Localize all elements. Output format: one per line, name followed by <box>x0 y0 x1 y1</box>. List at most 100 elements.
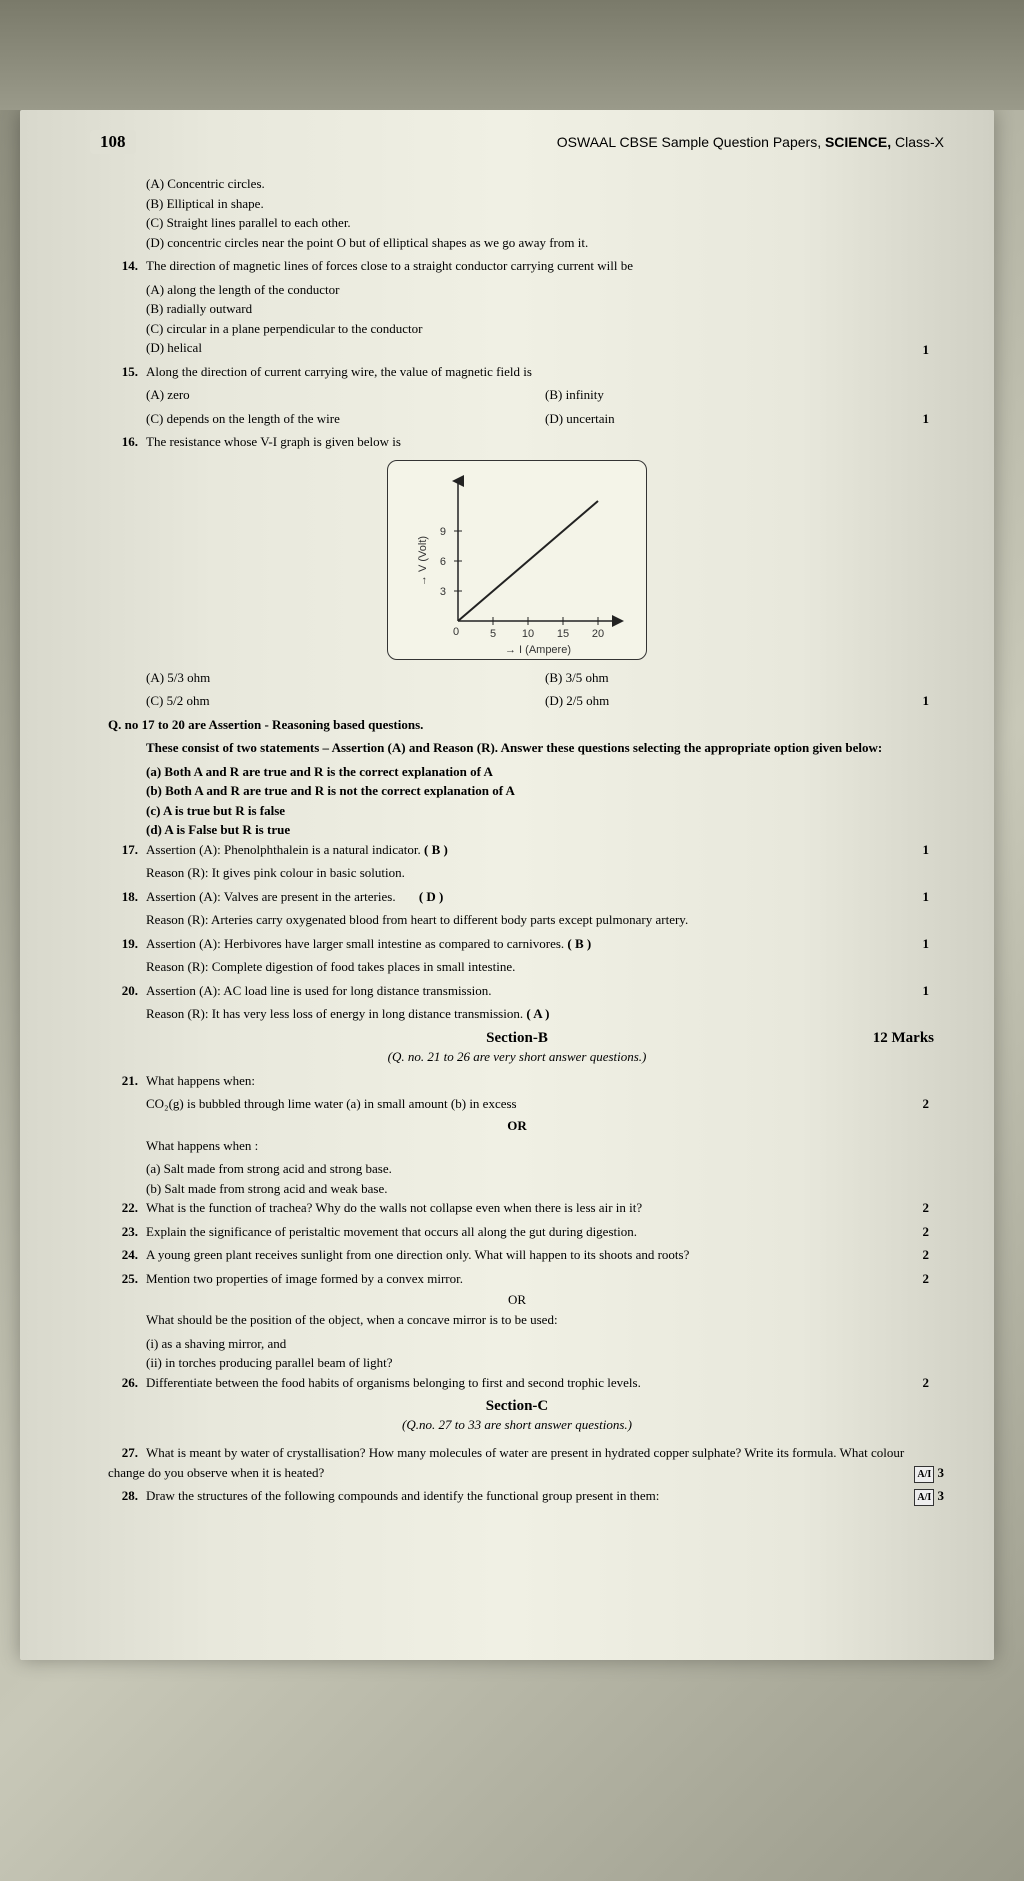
q28-badge: A/I <box>914 1489 934 1506</box>
q14-a: (A) along the length of the conductor <box>146 280 944 300</box>
q17-r: Reason (R): It gives pink colour in basi… <box>90 863 944 883</box>
q20-marks: 1 <box>923 981 930 1001</box>
q17-num: 17. <box>108 840 138 860</box>
section-b-title: Section-B <box>90 1030 944 1047</box>
section-b-sub: (Q. no. 21 to 26 are very short answer q… <box>90 1049 944 1065</box>
q26-marks: 2 <box>923 1373 930 1393</box>
q18-marks: 1 <box>923 887 930 907</box>
q26: 26. Differentiate between the food habits… <box>90 1373 944 1393</box>
q27-num: 27. <box>108 1443 138 1463</box>
q19-r: Reason (R): Complete digestion of food t… <box>90 957 944 977</box>
q18-r: Reason (R): Arteries carry oxygenated bl… <box>90 910 944 930</box>
header-pre: OSWAAL CBSE Sample Question Papers, <box>557 134 825 150</box>
header-suffix: Class-X <box>895 134 944 150</box>
ar-c: (c) A is true but R is false <box>146 801 944 821</box>
header: 108 OSWAAL CBSE Sample Question Papers, … <box>90 130 944 154</box>
q14: 14. The direction of magnetic lines of fo… <box>90 256 944 276</box>
q25-alta: (i) as a shaving mirror, and <box>146 1334 944 1354</box>
pre-options: (A) Concentric circles. (B) Elliptical i… <box>90 174 944 252</box>
svg-text:6: 6 <box>440 556 446 568</box>
q16-marks: 1 <box>923 691 930 711</box>
q14-b: (B) radially outward <box>146 299 944 319</box>
q27-badge: A/I <box>914 1466 934 1483</box>
q28: 28. Draw the structures of the following … <box>90 1486 944 1506</box>
q20-r-line: Reason (R): It has very less loss of ene… <box>90 1004 944 1024</box>
q17-marks: 1 <box>923 840 930 860</box>
q17-a: Assertion (A): Phenolphthalein is a natu… <box>146 842 421 857</box>
q16-text: The resistance whose V-I graph is given … <box>146 434 401 449</box>
q16: 16.The resistance whose V-I graph is giv… <box>90 432 944 452</box>
q22-num: 22. <box>108 1198 138 1218</box>
q15-row1: (A) zero (B) infinity <box>90 385 944 405</box>
q19: 19.Assertion (A): Herbivores have larger… <box>90 934 944 954</box>
q21-or: OR <box>90 1118 944 1134</box>
q28-num: 28. <box>108 1486 138 1506</box>
q16-a: (A) 5/3 ohm <box>146 668 545 688</box>
q21-alt-opts: (a) Salt made from strong acid and stron… <box>90 1159 944 1198</box>
q15-c: (C) depends on the length of the wire <box>146 409 545 429</box>
q15-b: (B) infinity <box>545 385 944 405</box>
q16-d: (D) 2/5 ohm <box>545 691 944 711</box>
q28-marks: 3 <box>938 1488 945 1503</box>
svg-text:9: 9 <box>440 526 446 538</box>
q24-text: A young green plant receives sunlight fr… <box>146 1247 689 1262</box>
q26-num: 26. <box>108 1373 138 1393</box>
q25-alt: What should be the position of the objec… <box>90 1310 944 1330</box>
header-bold: SCIENCE, <box>825 134 895 150</box>
q14-marks: 1 <box>923 340 930 360</box>
q21-text: What happens when: <box>146 1073 255 1088</box>
q21-altb: (b) Salt made from strong acid and weak … <box>146 1179 944 1199</box>
q20: 20. Assertion (A): AC load line is used f… <box>90 981 944 1001</box>
assertion-head2: These consist of two statements – Assert… <box>90 738 944 758</box>
q14-text: The direction of magnetic lines of force… <box>146 258 633 273</box>
q25-num: 25. <box>108 1269 138 1289</box>
q23-num: 23. <box>108 1222 138 1242</box>
q25-alt-opts: (i) as a shaving mirror, and (ii) in tor… <box>90 1334 944 1373</box>
q21-line2: CO₂(g) is bubbled through lime water (a)… <box>90 1094 944 1114</box>
q25-text: Mention two properties of image formed b… <box>146 1271 463 1286</box>
q19-a: Assertion (A): Herbivores have larger sm… <box>146 936 564 951</box>
q22-marks: 2 <box>923 1198 930 1218</box>
q21-num: 21. <box>108 1071 138 1091</box>
q15-row2: (C) depends on the length of the wire (D… <box>90 409 944 429</box>
ar-d: (d) A is False but R is true <box>146 820 944 840</box>
opt-b: (B) Elliptical in shape. <box>146 194 944 214</box>
q18-num: 18. <box>108 887 138 907</box>
q15-marks: 1 <box>923 409 930 429</box>
q16-row1: (A) 5/3 ohm (B) 3/5 ohm <box>90 668 944 688</box>
q21-marks: 2 <box>923 1094 930 1114</box>
q14-num: 14. <box>108 256 138 276</box>
q20-hand: ( A ) <box>526 1006 549 1021</box>
q23-marks: 2 <box>923 1222 930 1242</box>
q15-text: Along the direction of current carrying … <box>146 364 532 379</box>
page-number: 108 <box>90 130 136 154</box>
ar-b: (b) Both A and R are true and R is not t… <box>146 781 944 801</box>
q24: 24. A young green plant receives sunlight… <box>90 1245 944 1265</box>
q21-sub: CO₂(g) is bubbled through lime water (a)… <box>146 1096 517 1111</box>
q16-row2: (C) 5/2 ohm (D) 2/5 ohm 1 <box>90 691 944 711</box>
x-axis-label: → I (Ampere) <box>505 644 571 656</box>
q14-opts: (A) along the length of the conductor (B… <box>90 280 944 358</box>
q24-num: 24. <box>108 1245 138 1265</box>
q28-text: Draw the structures of the following com… <box>146 1488 659 1503</box>
svg-text:0: 0 <box>453 626 459 638</box>
svg-text:10: 10 <box>522 628 534 640</box>
q19-marks: 1 <box>923 934 930 954</box>
q19-hand: ( B ) <box>567 936 591 951</box>
q20-a: Assertion (A): AC load line is used for … <box>146 983 492 998</box>
section-b-marks: 12 Marks <box>873 1030 934 1047</box>
q21: 21. What happens when: <box>90 1071 944 1091</box>
q17-hand: ( B ) <box>424 842 448 857</box>
q15: 15.Along the direction of current carryi… <box>90 362 944 382</box>
q26-text: Differentiate between the food habits of… <box>146 1375 641 1390</box>
q16-b: (B) 3/5 ohm <box>545 668 944 688</box>
svg-text:3: 3 <box>440 586 446 598</box>
opt-d: (D) concentric circles near the point O … <box>146 233 944 253</box>
q24-marks: 2 <box>923 1245 930 1265</box>
q20-num: 20. <box>108 981 138 1001</box>
q18-hand: ( D ) <box>419 889 444 904</box>
y-axis-label: → V (Volt) <box>417 535 429 585</box>
q14-c: (C) circular in a plane perpendicular to… <box>146 319 944 339</box>
q27-marks: 3 <box>938 1465 945 1480</box>
svg-text:20: 20 <box>592 628 604 640</box>
